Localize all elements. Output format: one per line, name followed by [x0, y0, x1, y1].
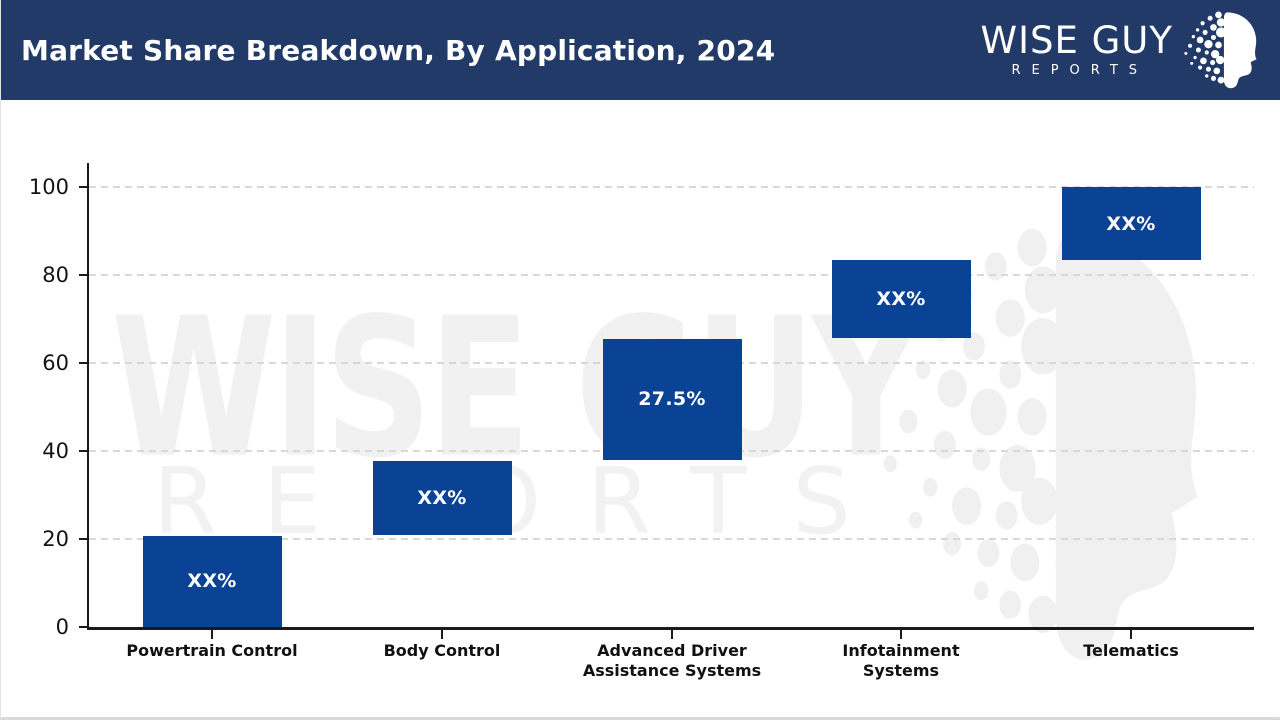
gridline-100 — [89, 186, 1254, 188]
watermark-wordmark: WISE GUY — [111, 278, 921, 501]
x-axis — [87, 627, 1254, 630]
y-axis-tick-40 — [79, 450, 87, 452]
logo-subtext: REPORTS — [1011, 62, 1149, 78]
bar-2: XX% — [372, 460, 512, 536]
x-axis-tick-1 — [211, 630, 213, 639]
plot: 0 20 40 60 80 100 XX% XX% 27.5% XX% XX% Powertrain … — [1, 100, 1280, 717]
x-category-label-2: Body Control — [383, 641, 501, 660]
bar-value-label: XX% — [187, 570, 237, 593]
y-tick-label-0: 0 — [55, 615, 69, 639]
y-axis-tick-100 — [79, 186, 87, 188]
y-axis-tick-80 — [79, 274, 87, 276]
y-tick-label-40: 40 — [42, 439, 69, 463]
wise-guy-logo: WISE GUY REPORTS — [981, 7, 1267, 93]
page-title: Market Share Breakdown, By Application, … — [21, 33, 776, 67]
y-axis-tick-0 — [79, 626, 87, 628]
y-tick-label-20: 20 — [42, 527, 69, 551]
bar-3: 27.5% — [602, 338, 742, 460]
y-tick-label-80: 80 — [42, 263, 69, 287]
y-axis-tick-60 — [79, 362, 87, 364]
x-category-label-4: Infotainment Systems — [842, 641, 960, 680]
x-category-label-3: Advanced Driver Assistance Systems — [582, 641, 762, 680]
bar-5: XX% — [1061, 187, 1201, 261]
logo-text: WISE GUY REPORTS — [980, 19, 1173, 78]
bar-value-label: XX% — [1106, 212, 1156, 235]
logo-wordmark: WISE GUY — [980, 19, 1173, 63]
x-axis-tick-4 — [900, 630, 902, 639]
chart-area: WISE GUY REPORTS 0 20 40 60 80 100 XX% XX% 27.5%… — [1, 100, 1280, 717]
y-tick-label-100: 100 — [28, 175, 69, 199]
bar-value-label: XX% — [876, 288, 926, 311]
bar-value-label: 27.5% — [638, 388, 706, 411]
x-category-label-1: Powertrain Control — [126, 641, 298, 660]
bar-value-label: XX% — [417, 486, 467, 509]
x-category-label-5: Telematics — [1083, 641, 1179, 660]
x-axis-tick-2 — [441, 630, 443, 639]
logo-head-icon — [1184, 11, 1257, 89]
gridline-20 — [89, 538, 1254, 540]
x-axis-tick-5 — [1130, 630, 1132, 639]
bar-1: XX% — [142, 535, 282, 627]
x-axis-tick-3 — [671, 630, 673, 639]
y-tick-label-60: 60 — [42, 351, 69, 375]
gridline-80 — [89, 274, 1254, 276]
header: Market Share Breakdown, By Application, … — [1, 0, 1280, 100]
y-axis-tick-20 — [79, 538, 87, 540]
y-axis — [87, 163, 89, 630]
bar-4: XX% — [831, 260, 971, 339]
